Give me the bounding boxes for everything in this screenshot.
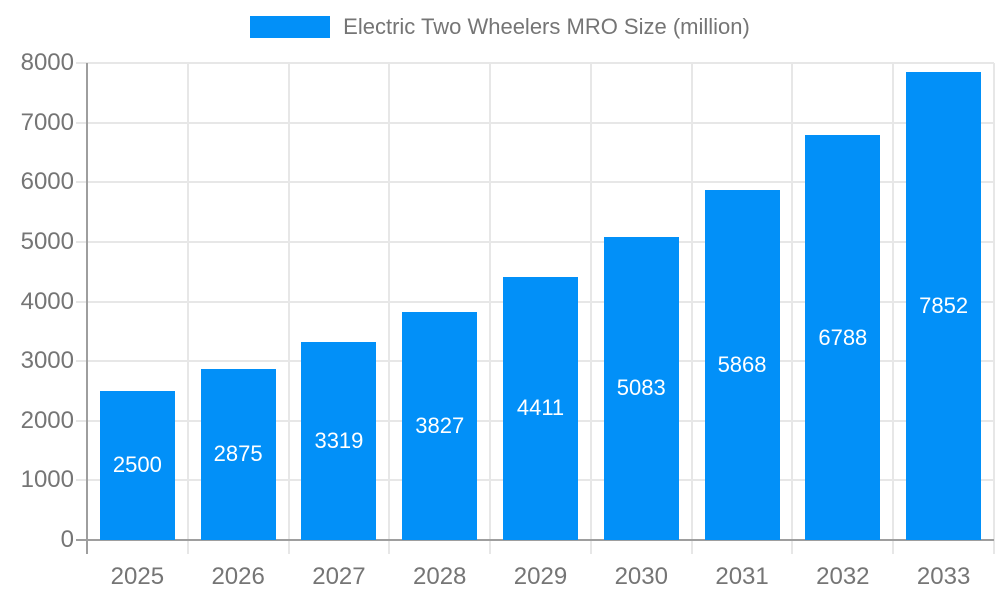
x-axis-label: 2027: [312, 563, 366, 590]
legend-label[interactable]: Electric Two Wheelers MRO Size (million): [343, 14, 750, 39]
bar-value-label: 2875: [213, 441, 263, 467]
bar-2028[interactable]: 3827: [402, 311, 478, 540]
y-axis-label: 7000: [20, 108, 74, 136]
y-axis-label: 1000: [20, 466, 74, 494]
y-axis-label: 8000: [20, 49, 74, 76]
v-gridline: [489, 63, 492, 540]
bar-value-label: 5868: [717, 352, 767, 378]
y-tick: [76, 181, 87, 184]
x-tick: [589, 540, 592, 554]
v-gridline: [892, 63, 895, 540]
legend[interactable]: Electric Two Wheelers MRO Size (million): [0, 14, 1000, 40]
bar-value-label: 3319: [314, 428, 364, 454]
x-tick: [791, 540, 794, 554]
x-axis-label: 2031: [715, 563, 769, 590]
y-axis-line: [86, 63, 88, 554]
v-gridline: [993, 63, 995, 540]
y-tick: [76, 240, 87, 243]
x-tick: [186, 540, 189, 554]
y-tick: [76, 300, 87, 303]
bar-2030[interactable]: 5083: [603, 236, 679, 540]
h-gridline: [87, 181, 994, 184]
legend-swatch[interactable]: [250, 16, 331, 38]
x-tick: [388, 540, 391, 554]
bar-2031[interactable]: 5868: [704, 190, 780, 540]
v-gridline: [287, 63, 290, 540]
v-gridline: [388, 63, 391, 540]
bar-2025[interactable]: 2500: [99, 390, 175, 540]
x-tick: [489, 540, 492, 554]
h-gridline: [87, 121, 994, 124]
y-axis-label: 3000: [20, 347, 74, 375]
bar-value-label: 2500: [112, 452, 162, 478]
x-tick: [993, 540, 995, 554]
x-axis-line: [76, 539, 994, 541]
bar-value-label: 6788: [818, 324, 868, 350]
y-tick: [76, 62, 87, 64]
y-tick: [76, 360, 87, 363]
v-gridline: [690, 63, 693, 540]
x-axis-label: 2033: [916, 563, 971, 590]
y-tick: [76, 479, 87, 482]
h-gridline: [87, 240, 994, 243]
y-tick: [76, 419, 87, 422]
y-axis-label: 5000: [20, 227, 74, 255]
y-axis-label: 2000: [20, 406, 74, 434]
bar-2027[interactable]: 3319: [301, 342, 377, 540]
x-axis-label: 2026: [211, 563, 265, 590]
bar-value-label: 4411: [516, 395, 565, 421]
x-tick: [892, 540, 895, 554]
bar-value-label: 5083: [616, 375, 666, 401]
bar-value-label: 7852: [919, 292, 969, 318]
x-tick: [287, 540, 290, 554]
y-axis-label: 6000: [20, 168, 74, 196]
x-axis-label: 2025: [110, 563, 165, 590]
x-axis-label: 2030: [614, 563, 668, 590]
bar-2032[interactable]: 6788: [805, 135, 881, 540]
bar-value-label: 3827: [415, 412, 465, 438]
v-gridline: [186, 63, 189, 540]
v-gridline: [791, 63, 794, 540]
x-tick: [690, 540, 693, 554]
y-axis-label: 4000: [20, 287, 74, 315]
h-gridline: [87, 62, 994, 64]
bar-2026[interactable]: 2875: [200, 368, 276, 540]
x-axis-label: 2028: [413, 563, 467, 590]
bar-2029[interactable]: 4411: [503, 276, 578, 540]
y-tick: [76, 121, 87, 124]
x-axis-label: 2029: [513, 563, 568, 590]
y-axis-label: 0: [60, 526, 74, 553]
x-axis-label: 2032: [816, 563, 870, 590]
chart-plot-area: 0 1000 2000 3000 4000 5000 6000 7000 8000 2500 202…: [21, 49, 995, 590]
bar-2033[interactable]: 7852: [906, 71, 982, 540]
v-gridline: [589, 63, 592, 540]
